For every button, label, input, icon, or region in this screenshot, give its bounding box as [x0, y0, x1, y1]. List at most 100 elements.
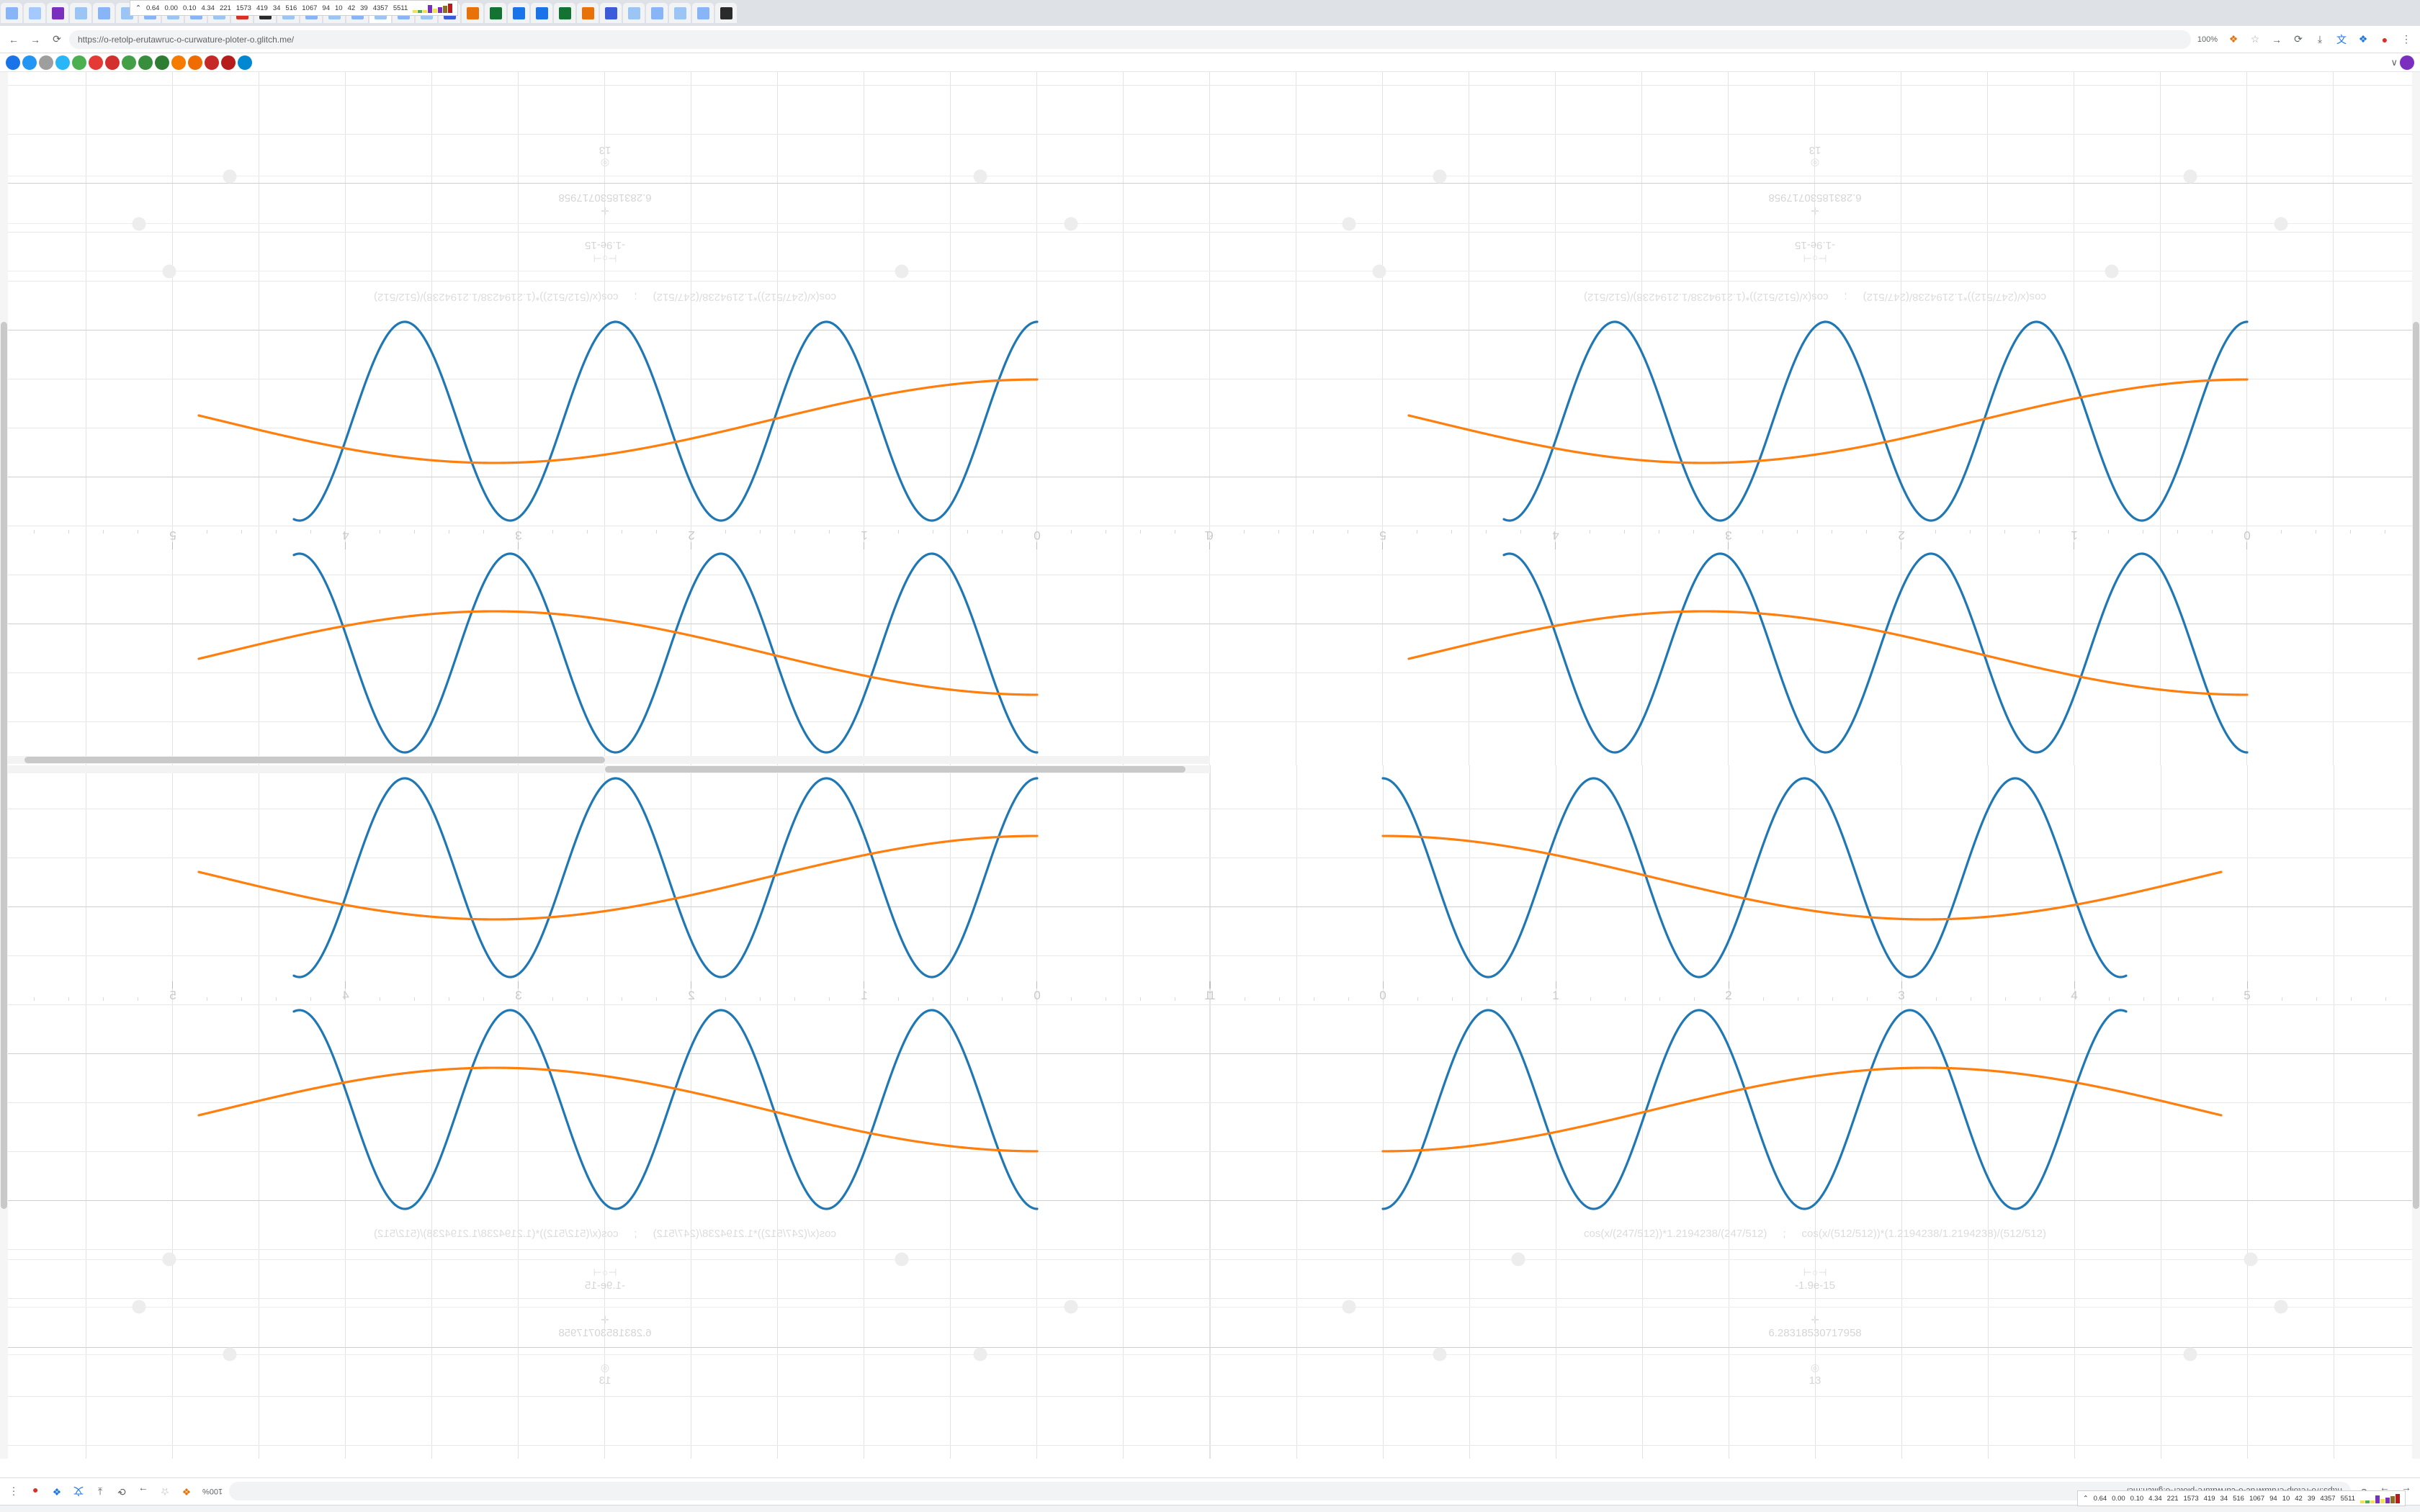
plot-quadrant-top-left[interactable]: -10123456cos(x/(247/512))*1.2194238/(247… [0, 72, 1210, 765]
tab-strip[interactable] [0, 0, 2420, 26]
browser-tab[interactable] [93, 3, 115, 23]
star-icon[interactable]: ☆ [2250, 33, 2260, 45]
bookmark-item[interactable] [122, 55, 136, 70]
slider-handle[interactable] [895, 264, 909, 279]
back-arrow-icon[interactable]: ← [9, 33, 19, 45]
plot-quadrant-bottom-left[interactable]: -10123456cos(x/(247/512))*1.2194238/(247… [0, 765, 1210, 1459]
browser-tab[interactable] [577, 3, 599, 23]
extension-icon[interactable]: ❖ [182, 1486, 192, 1498]
bookmark-item[interactable] [55, 55, 70, 70]
download-icon[interactable]: ⤓ [97, 1486, 103, 1498]
browser-tab[interactable] [692, 3, 714, 23]
bookmark-item[interactable] [22, 55, 37, 70]
slider-handle[interactable] [1433, 1347, 1447, 1362]
zoom-level-label[interactable]: 100% [202, 1487, 223, 1496]
slider-handle[interactable] [1342, 1300, 1356, 1314]
bookmark-item[interactable] [72, 55, 86, 70]
slider-track[interactable] [0, 223, 1210, 224]
slider-handle[interactable] [2183, 1347, 2197, 1362]
bookmark-item[interactable] [188, 55, 202, 70]
browser-tab[interactable] [554, 3, 575, 23]
slider-track[interactable] [1210, 1354, 2420, 1355]
slider-handle[interactable] [1342, 217, 1356, 231]
browser-tab[interactable] [485, 3, 506, 23]
slider-handle[interactable] [223, 169, 237, 184]
menu-icon[interactable]: ⋮ [2401, 33, 2411, 45]
address-bar[interactable]: https://o-retolp-erutawruc-o-curwature-p… [69, 30, 2191, 49]
slider-track[interactable] [0, 1307, 1210, 1308]
browser-tab[interactable] [47, 3, 68, 23]
horizontal-scrollbar-secondary[interactable] [0, 765, 1210, 773]
forward-arrow-icon[interactable]: → [138, 1485, 148, 1498]
slider-handle[interactable] [895, 1252, 909, 1266]
slider-handle[interactable] [2274, 217, 2288, 231]
reload-icon[interactable]: ⟳ [2294, 33, 2303, 45]
browser-tab[interactable] [600, 3, 622, 23]
browser-tab[interactable] [531, 3, 552, 23]
bookmark-item[interactable] [138, 55, 153, 70]
slider-handle[interactable] [1433, 169, 1447, 184]
zoom-level-label[interactable]: 100% [2197, 35, 2218, 44]
browser-tab[interactable] [646, 3, 668, 23]
vertical-scrollbar-left[interactable] [0, 72, 8, 1459]
horizontal-scrollbar[interactable] [0, 756, 1210, 764]
bookmark-item[interactable] [221, 55, 236, 70]
translate-icon[interactable]: 文 [73, 1485, 84, 1498]
extension-icon[interactable]: ❖ [2228, 33, 2238, 45]
slider-handle[interactable] [223, 1347, 237, 1362]
browser-tab[interactable] [623, 3, 645, 23]
slider-handle[interactable] [132, 1300, 146, 1314]
profile-avatar[interactable] [2400, 55, 2414, 70]
profile-icon[interactable]: ● [32, 1485, 39, 1498]
slider-handle[interactable] [1372, 264, 1386, 279]
slider-handle[interactable] [973, 1347, 987, 1362]
extension-icon[interactable]: ❖ [52, 1486, 62, 1498]
star-icon[interactable]: ☆ [160, 1486, 170, 1498]
translate-icon[interactable]: 文 [2336, 33, 2347, 45]
browser-tab[interactable] [24, 3, 45, 23]
slider-handle[interactable] [1511, 1252, 1525, 1266]
slider-track[interactable] [1210, 223, 2420, 224]
bookmark-item[interactable] [39, 55, 53, 70]
plot-quadrant-bottom-right[interactable]: -10123456cos(x/(247/512))*1.2194238/(247… [1210, 765, 2420, 1459]
extension-icon[interactable]: ❖ [2358, 33, 2368, 45]
slider-handle[interactable] [1064, 217, 1078, 231]
chevron-down-icon[interactable]: ∨ [2390, 56, 2398, 68]
slider-handle[interactable] [132, 217, 146, 231]
vertical-scrollbar-right[interactable] [2412, 72, 2420, 1459]
profile-icon[interactable]: ● [2381, 33, 2388, 45]
browser-tab[interactable] [669, 3, 691, 23]
bookmark-item[interactable] [171, 55, 186, 70]
slider-track[interactable] [1210, 1307, 2420, 1308]
browser-tab[interactable] [508, 3, 529, 23]
slider-track[interactable] [0, 1354, 1210, 1355]
plot-quadrant-top-right[interactable]: -10123456cos(x/(247/512))*1.2194238/(247… [1210, 72, 2420, 765]
bookmark-item[interactable] [6, 55, 20, 70]
slider-handle[interactable] [1064, 1300, 1078, 1314]
bookmark-item[interactable] [105, 55, 120, 70]
slider-handle[interactable] [2183, 169, 2197, 184]
slider-track[interactable] [1210, 1259, 2420, 1260]
slider-handle[interactable] [2274, 1300, 2288, 1314]
bookmark-item[interactable] [238, 55, 252, 70]
forward-arrow-icon[interactable]: → [2272, 33, 2282, 45]
browser-tab[interactable] [715, 3, 737, 23]
browser-tab[interactable] [1, 3, 22, 23]
reload-icon[interactable]: ⟳ [53, 33, 61, 45]
reload-icon[interactable]: ⟳ [117, 1486, 126, 1498]
bookmark-item[interactable] [205, 55, 219, 70]
slider-handle[interactable] [2105, 264, 2119, 279]
download-icon[interactable]: ⤓ [2317, 33, 2323, 45]
slider-track[interactable] [0, 1259, 1210, 1260]
slider-handle[interactable] [2244, 1252, 2258, 1266]
bookmark-item[interactable] [89, 55, 103, 70]
forward-arrow-icon[interactable]: → [30, 33, 40, 45]
slider-handle[interactable] [162, 1252, 176, 1266]
browser-tab[interactable] [70, 3, 91, 23]
bookmark-item[interactable] [155, 55, 169, 70]
menu-icon[interactable]: ⋮ [9, 1486, 19, 1498]
browser-tab[interactable] [462, 3, 483, 23]
slider-handle[interactable] [162, 264, 176, 279]
slider-handle[interactable] [973, 169, 987, 184]
address-bar[interactable]: https://o-retolp-erutawruc-o-curwature-p… [229, 1482, 2351, 1501]
